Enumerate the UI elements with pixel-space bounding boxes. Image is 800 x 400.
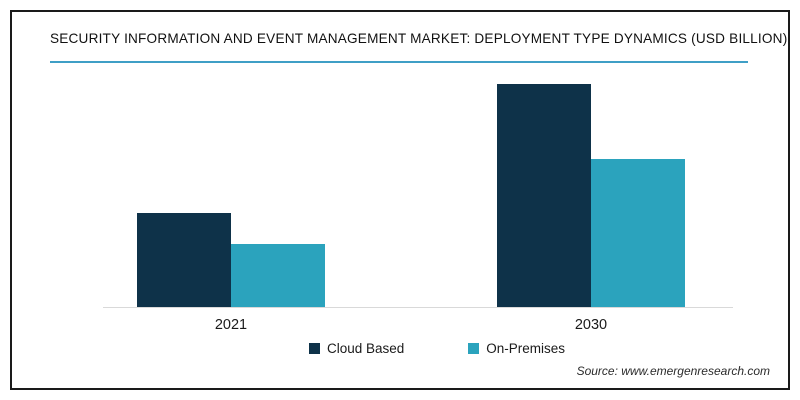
legend-swatch-icon (308, 343, 320, 354)
title-underline (50, 61, 748, 63)
bar-on-premises-2030 (591, 159, 685, 307)
legend: Cloud Based On-Premises (74, 341, 800, 356)
bar-cloud-based-2030 (497, 84, 591, 307)
legend-label: On-Premises (486, 341, 566, 356)
x-axis-line (103, 307, 733, 308)
outer-frame (10, 10, 790, 390)
source-note: Source: www.emergenresearch.com (576, 364, 770, 378)
bar-cloud-based-2021 (137, 213, 231, 307)
legend-swatch-icon (468, 343, 480, 354)
legend-item-on-premises: On-Premises (468, 341, 565, 356)
chart-title: SECURITY INFORMATION AND EVENT MANAGEMEN… (50, 31, 788, 46)
x-axis-label-2021: 2021 (214, 317, 248, 333)
bar-on-premises-2021 (231, 244, 325, 307)
legend-label: Cloud Based (326, 341, 405, 356)
x-axis-label-2030: 2030 (574, 317, 608, 333)
legend-item-cloud-based: Cloud Based (308, 341, 405, 356)
